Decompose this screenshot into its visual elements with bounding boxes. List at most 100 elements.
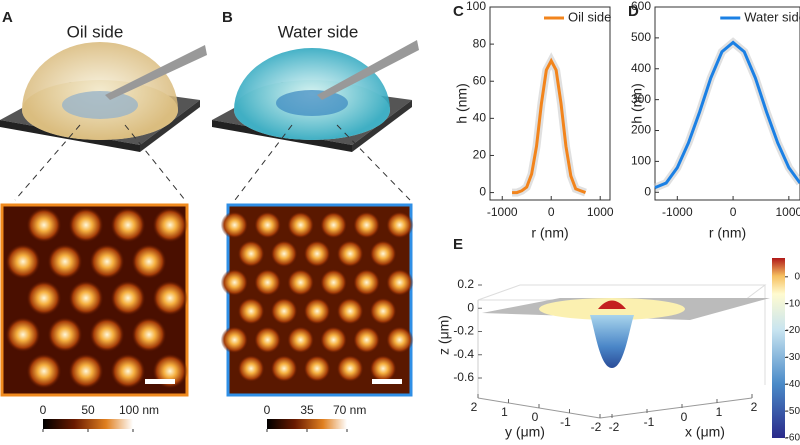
y-tick-label: 500 (631, 30, 651, 44)
y-tick-label: 60 (473, 73, 487, 87)
colorbar-tick-label: -30 (786, 352, 800, 363)
colorbar-tick-label: -40 (786, 379, 800, 390)
panel-title: Water side (278, 22, 359, 41)
y-tick-label: 2 (471, 400, 478, 414)
afm-dot (68, 353, 104, 389)
afm-dot (319, 268, 348, 297)
afm-dot (26, 207, 62, 243)
afm-dot (319, 211, 348, 239)
x-axis-label: r (nm) (709, 225, 746, 241)
colorbar-tick-label: 50 (81, 403, 95, 417)
afm-dot (385, 211, 414, 239)
z-tick-label: -0.4 (453, 347, 474, 361)
y-tick-label: 300 (631, 92, 651, 106)
zoom-lines (14, 124, 411, 201)
afm-dot (303, 354, 331, 383)
line (654, 40, 800, 190)
afm-dot (47, 243, 83, 280)
afm-dot (220, 268, 249, 297)
z-axis-label: z (μm) (436, 315, 452, 355)
y-tick-label: 20 (473, 148, 487, 162)
afm-dot (253, 325, 282, 354)
sketch-b (212, 40, 419, 152)
x-tick-label: 0 (681, 410, 688, 424)
afm-dot (352, 325, 381, 354)
y-tick-label: 600 (631, 0, 651, 13)
afm-dot (237, 239, 265, 268)
afm-dot (286, 211, 315, 239)
colorbar-tick-label: 100 nm (119, 403, 159, 417)
afm-dot (26, 353, 62, 389)
colorbar-tick-label: -50 (786, 406, 800, 417)
afm-dot (47, 316, 83, 353)
scale-bar (372, 379, 402, 384)
afm-dot (352, 268, 381, 297)
afm-dot (385, 268, 414, 297)
colorbar-tick-label: 70 nm (333, 403, 366, 417)
afm-dot (369, 354, 397, 383)
afm-dot (286, 325, 315, 354)
colorbar-tick-label: 0 (264, 403, 271, 417)
y-tick-label: 100 (631, 154, 651, 168)
afm-dot (89, 243, 125, 280)
z-tick-label: -0.2 (453, 324, 474, 338)
afm-dot (110, 353, 146, 389)
sketch-a (0, 42, 207, 152)
y-tick-label: 100 (466, 0, 486, 13)
colorbar-tick-label: 0 (40, 403, 47, 417)
afm-dot (152, 280, 188, 316)
colorbar-tick-label: 0 (794, 271, 800, 282)
colorbar-tick-label: -60 (786, 433, 800, 444)
afm-dot (253, 211, 282, 239)
afm-dot (253, 268, 282, 297)
line (512, 57, 587, 195)
x-tick-label: 1000 (775, 205, 800, 219)
line-band (512, 52, 587, 197)
afm-dot (131, 243, 167, 280)
afm-dot (336, 297, 364, 325)
afm-dot (220, 325, 249, 354)
colorbar-tick-label: 35 (300, 403, 314, 417)
afm-dot (270, 297, 298, 325)
y-tick-label: 1 (501, 405, 508, 419)
colorbar (267, 419, 347, 429)
afm-dot (270, 354, 298, 383)
z-tick-label: 0 (467, 300, 474, 314)
y-tick-label: 0 (479, 185, 486, 199)
afm-dot (369, 239, 397, 268)
panel-label: E (453, 236, 463, 253)
plot-frame (489, 6, 611, 201)
afm-dot (5, 243, 41, 280)
y-axis-label: y (μm) (505, 424, 545, 440)
afm-dot (237, 297, 265, 325)
panel-label: B (222, 9, 233, 26)
x-tick-label: 0 (730, 205, 737, 219)
afm-dot (152, 207, 188, 243)
afm-dot (110, 280, 146, 316)
colorbar (43, 419, 133, 429)
z-tick-label: -0.6 (453, 370, 474, 384)
y-tick-label: 400 (631, 61, 651, 75)
y-axis-label: h (nm) (454, 83, 470, 123)
afm-dot (26, 280, 62, 316)
y-tick-label: -1 (560, 415, 571, 429)
afm-dot (336, 239, 364, 268)
x-tick-label: -2 (609, 420, 620, 434)
afm-dot (131, 316, 167, 353)
x-axis-label: x (μm) (685, 424, 725, 440)
afm-dot (303, 297, 331, 325)
x-tick-label: 1000 (587, 205, 614, 219)
surface-plot (477, 258, 785, 438)
colorbar-tick-label: -20 (786, 325, 800, 336)
x-tick-label: -1000 (662, 205, 693, 219)
afm-dot (237, 354, 265, 383)
legend-label: Water side (744, 9, 800, 24)
afm-dot (220, 211, 249, 239)
x-tick-label: -1000 (487, 205, 518, 219)
afm-dot (303, 239, 331, 268)
y-tick-label: 80 (473, 36, 487, 50)
y-tick-label: -2 (591, 420, 602, 434)
y-tick-label: 200 (631, 123, 651, 137)
y-tick-label: 0 (644, 184, 651, 198)
